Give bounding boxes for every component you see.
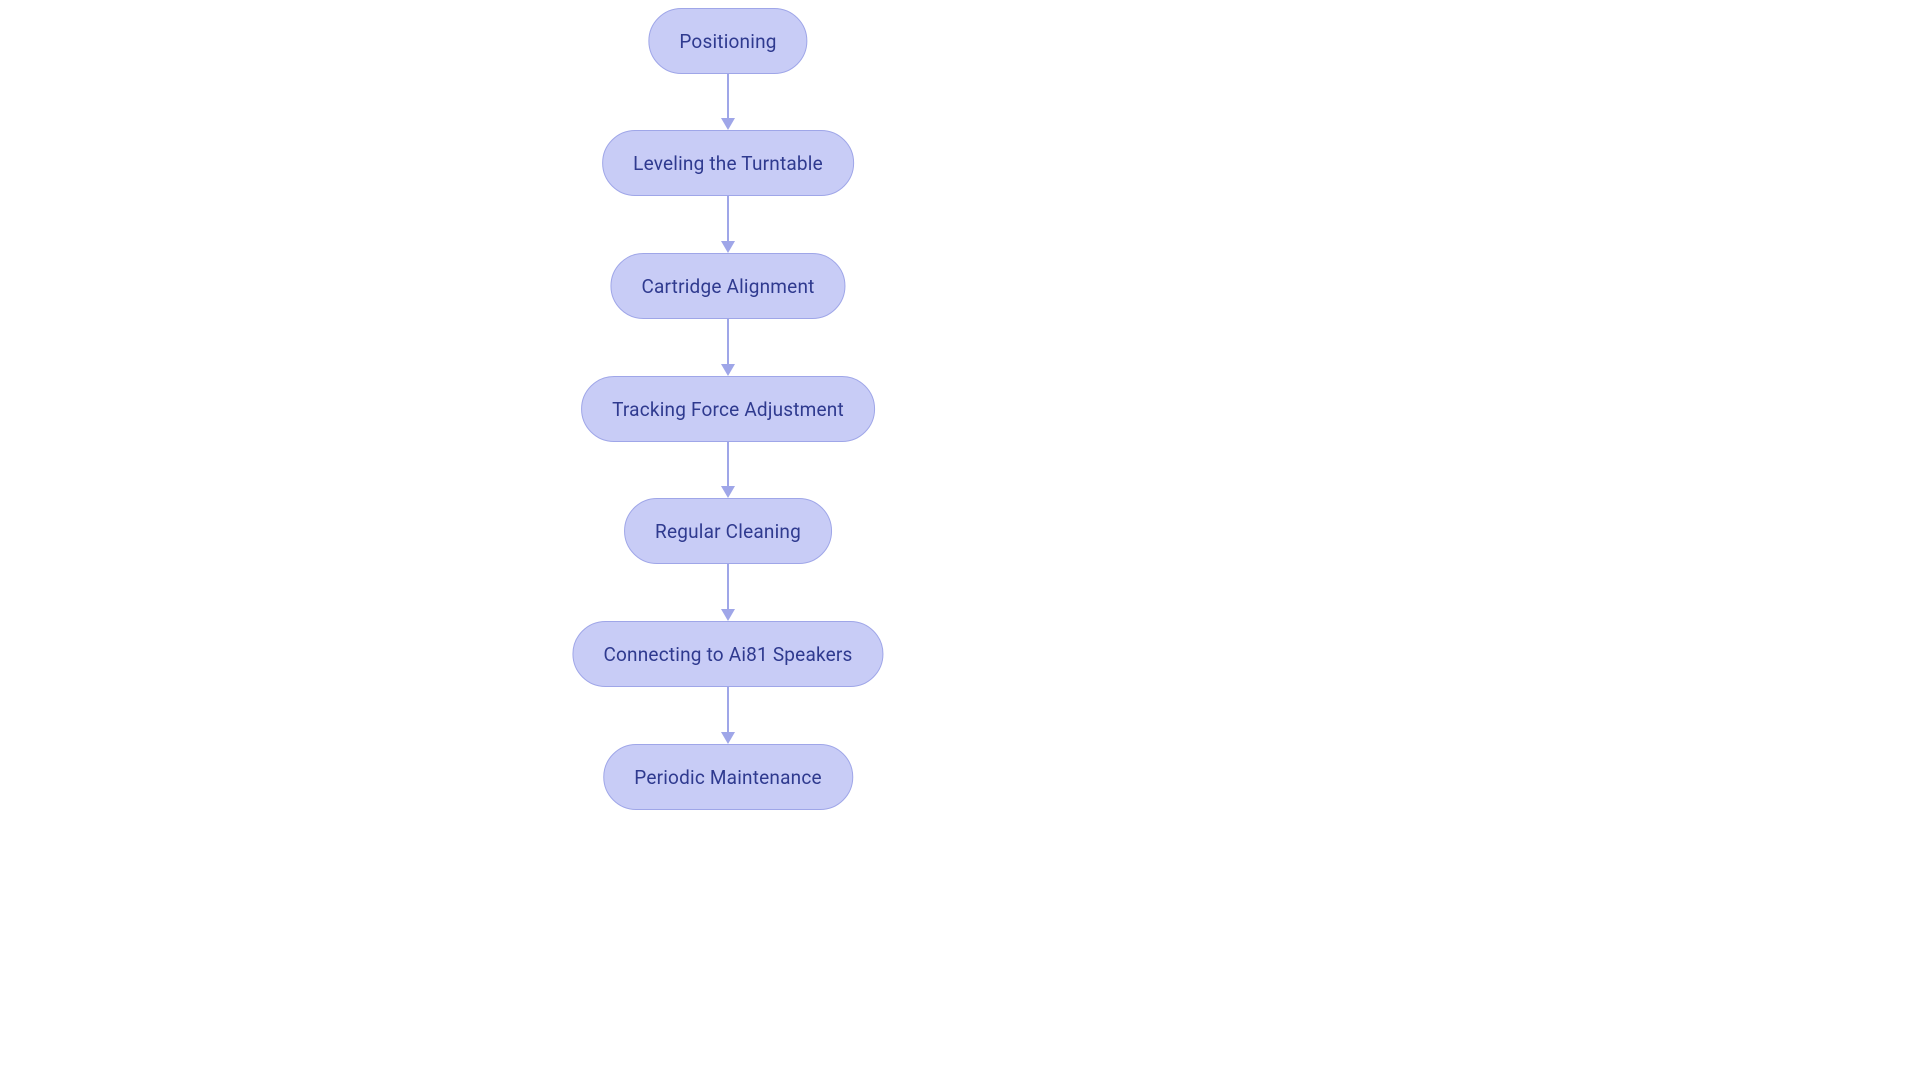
flow-node-n5: Regular Cleaning: [624, 498, 832, 564]
edge-n5-n6: [727, 564, 729, 609]
flowchart-canvas: Positioning Leveling the Turntable Cartrid…: [0, 0, 1920, 1083]
flow-node-n6: Connecting to Ai81 Speakers: [572, 621, 883, 687]
arrow-n6-n7: [721, 732, 735, 744]
arrow-n2-n3: [721, 241, 735, 253]
flow-node-label: Cartridge Alignment: [641, 275, 814, 298]
edge-n2-n3: [727, 196, 729, 241]
flow-node-label: Connecting to Ai81 Speakers: [603, 643, 852, 666]
edge-n1-n2: [727, 74, 729, 118]
edge-n6-n7: [727, 687, 729, 732]
flow-node-label: Tracking Force Adjustment: [612, 398, 844, 421]
flow-node-label: Regular Cleaning: [655, 520, 801, 543]
flow-node-label: Positioning: [679, 30, 776, 53]
arrow-n3-n4: [721, 364, 735, 376]
arrow-n4-n5: [721, 486, 735, 498]
edge-n4-n5: [727, 442, 729, 486]
flow-node-n4: Tracking Force Adjustment: [581, 376, 875, 442]
arrow-n1-n2: [721, 118, 735, 130]
flow-node-n2: Leveling the Turntable: [602, 130, 854, 196]
flow-node-label: Periodic Maintenance: [634, 766, 822, 789]
flow-node-n3: Cartridge Alignment: [610, 253, 845, 319]
flow-node-n1: Positioning: [648, 8, 807, 74]
arrow-n5-n6: [721, 609, 735, 621]
flow-node-n7: Periodic Maintenance: [603, 744, 853, 810]
edge-n3-n4: [727, 319, 729, 364]
flow-node-label: Leveling the Turntable: [633, 152, 823, 175]
